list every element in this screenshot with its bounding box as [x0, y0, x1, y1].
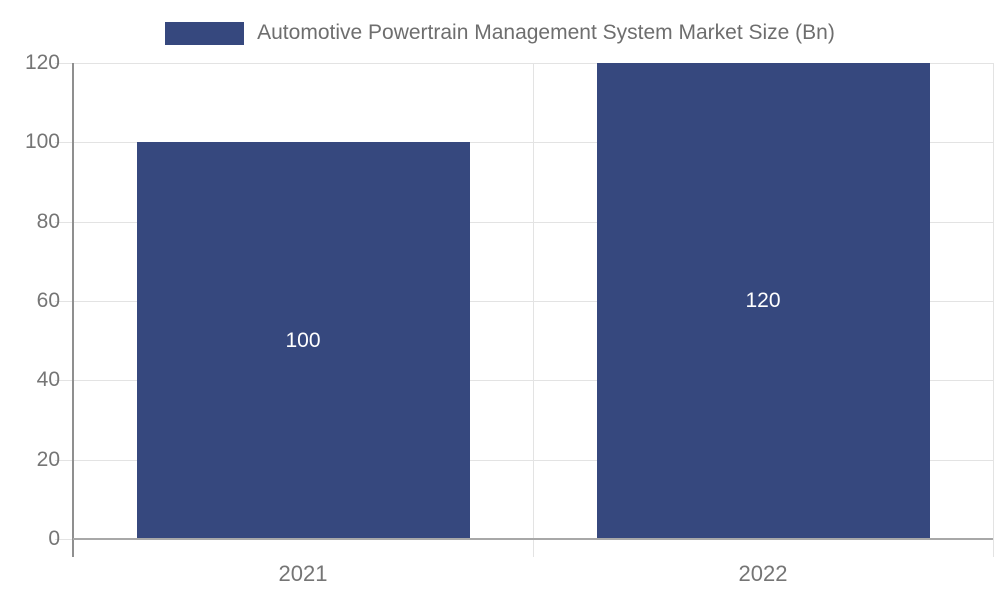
y-axis-line	[72, 63, 74, 557]
legend[interactable]: Automotive Powertrain Management System …	[0, 18, 1000, 48]
y-tick-label: 120	[24, 51, 60, 74]
x-tick-label: 2022	[738, 561, 788, 586]
y-tick-label: 100	[24, 130, 60, 154]
y-tick-label: 60	[36, 289, 60, 312]
bar-2022	[596, 63, 930, 539]
legend-label: Automotive Powertrain Management System …	[257, 21, 835, 44]
bar-2021	[136, 142, 470, 539]
x-tick-label: 2021	[278, 561, 328, 586]
bar-value-label: 120	[745, 289, 781, 312]
y-tick-label: 20	[36, 447, 60, 471]
x-axis-line	[73, 538, 993, 540]
x-gridline	[993, 63, 994, 557]
y-tick-label: 0	[48, 527, 60, 550]
y-tick-label: 80	[36, 209, 60, 233]
x-gridline	[533, 63, 534, 557]
legend-swatch	[165, 21, 245, 45]
bar-value-label: 100	[285, 328, 321, 352]
y-tick-label: 40	[36, 368, 60, 392]
